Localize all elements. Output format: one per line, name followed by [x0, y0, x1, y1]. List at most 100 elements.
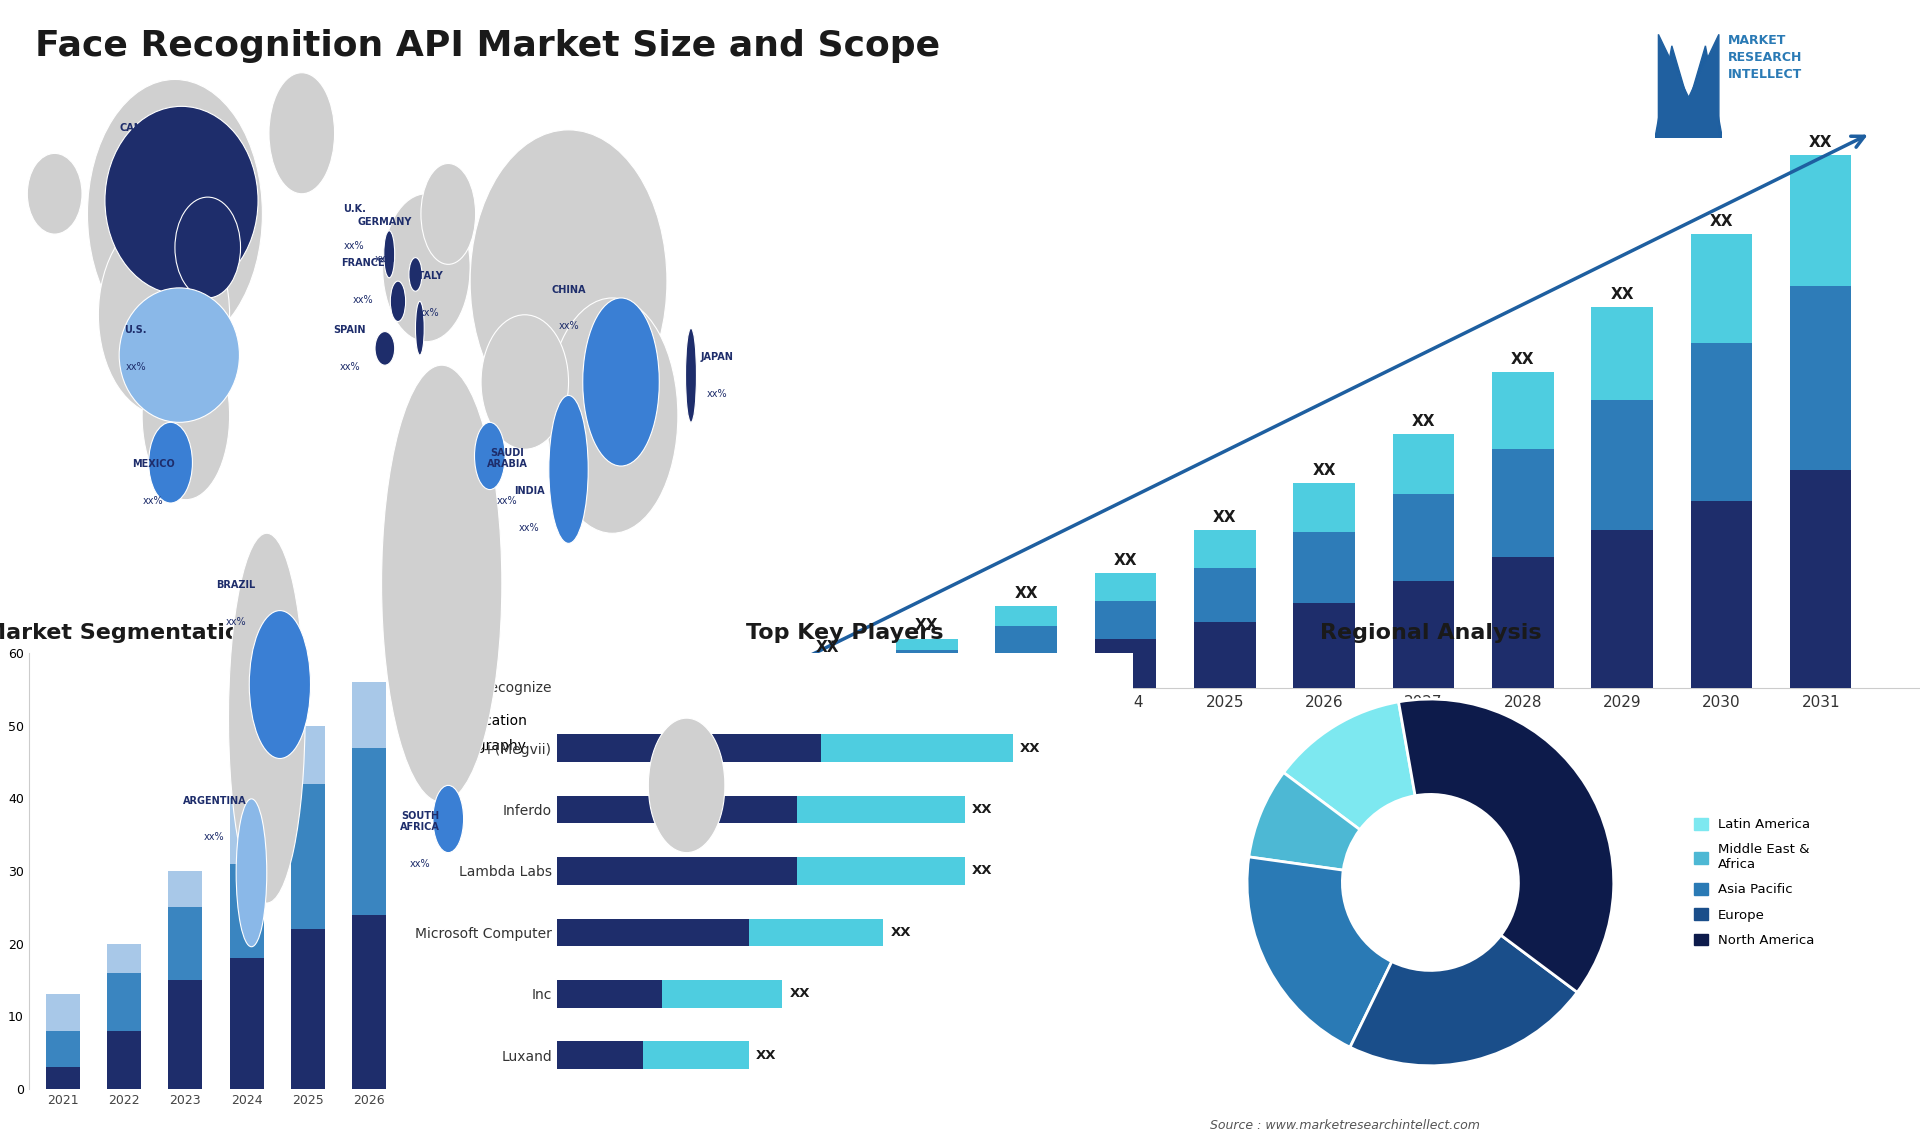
- Text: xx%: xx%: [353, 295, 372, 305]
- Bar: [292, 784, 324, 929]
- Text: XX: XX: [816, 639, 839, 656]
- Title: Regional Analysis: Regional Analysis: [1319, 623, 1542, 643]
- Bar: [749, 919, 883, 947]
- Text: XX: XX: [1213, 510, 1236, 525]
- Ellipse shape: [382, 366, 501, 802]
- Text: XX: XX: [1411, 414, 1434, 429]
- Wedge shape: [1284, 701, 1415, 830]
- Text: MEXICO: MEXICO: [132, 460, 175, 470]
- Ellipse shape: [175, 197, 240, 298]
- Text: xx%: xx%: [497, 496, 518, 507]
- Text: GERMANY: GERMANY: [357, 218, 413, 227]
- Bar: [822, 735, 1014, 762]
- Ellipse shape: [119, 288, 240, 423]
- Text: XX: XX: [916, 618, 939, 634]
- Bar: [1789, 285, 1851, 470]
- Bar: [1592, 529, 1653, 688]
- Bar: [230, 799, 263, 864]
- Text: XX: XX: [1313, 463, 1336, 478]
- Bar: [1392, 434, 1453, 494]
- Text: SOUTH
AFRICA: SOUTH AFRICA: [399, 811, 440, 832]
- Bar: [797, 675, 858, 688]
- Text: ITALY: ITALY: [415, 272, 444, 281]
- Bar: [108, 973, 140, 1030]
- Text: xx%: xx%: [204, 832, 225, 842]
- Bar: [1094, 638, 1156, 688]
- Bar: [1294, 532, 1356, 603]
- Bar: [1294, 603, 1356, 688]
- Bar: [1789, 155, 1851, 285]
- Text: CHINA: CHINA: [551, 284, 586, 295]
- Bar: [1692, 235, 1753, 343]
- Bar: [1392, 494, 1453, 581]
- Ellipse shape: [415, 301, 424, 355]
- Ellipse shape: [228, 533, 305, 903]
- Bar: [353, 682, 386, 747]
- Bar: [797, 795, 964, 823]
- Ellipse shape: [27, 154, 83, 234]
- Wedge shape: [1248, 772, 1359, 870]
- Bar: [1194, 568, 1256, 622]
- Ellipse shape: [649, 719, 726, 853]
- Ellipse shape: [236, 799, 267, 947]
- Legend: Type, Application, Geography: Type, Application, Geography: [419, 682, 534, 760]
- Bar: [897, 638, 958, 650]
- Bar: [169, 908, 202, 980]
- Bar: [557, 980, 662, 1007]
- Ellipse shape: [584, 298, 659, 466]
- Bar: [1094, 601, 1156, 638]
- Text: xx%: xx%: [125, 362, 146, 371]
- Ellipse shape: [98, 214, 230, 416]
- Text: XX: XX: [891, 926, 910, 939]
- Text: xx%: xx%: [227, 618, 246, 627]
- Bar: [643, 1042, 749, 1069]
- Text: SAUDI
ARABIA: SAUDI ARABIA: [488, 448, 528, 470]
- Polygon shape: [1659, 34, 1718, 138]
- Text: U.K.: U.K.: [344, 204, 365, 214]
- Bar: [662, 980, 783, 1007]
- Bar: [557, 919, 749, 947]
- Bar: [46, 995, 79, 1030]
- Bar: [557, 857, 797, 885]
- Wedge shape: [1398, 699, 1613, 992]
- Bar: [557, 1042, 643, 1069]
- Ellipse shape: [88, 79, 263, 348]
- Text: JAPAN: JAPAN: [701, 352, 733, 362]
- Text: CANADA: CANADA: [119, 124, 165, 133]
- Text: XX: XX: [1511, 352, 1534, 367]
- Title: Top Key Players: Top Key Players: [747, 623, 943, 643]
- Bar: [1094, 573, 1156, 601]
- Text: xx%: xx%: [142, 496, 163, 507]
- Text: XX: XX: [1014, 586, 1039, 601]
- Ellipse shape: [482, 315, 568, 449]
- Ellipse shape: [474, 423, 505, 489]
- Text: SPAIN: SPAIN: [334, 325, 367, 335]
- Bar: [46, 1067, 79, 1089]
- Text: xx%: xx%: [518, 524, 540, 533]
- Bar: [46, 1030, 79, 1067]
- Bar: [230, 958, 263, 1089]
- Ellipse shape: [432, 785, 463, 853]
- Bar: [108, 943, 140, 973]
- Ellipse shape: [142, 331, 230, 500]
- Bar: [1592, 400, 1653, 529]
- Bar: [1492, 372, 1553, 448]
- Bar: [797, 857, 964, 885]
- Bar: [1592, 307, 1653, 400]
- Bar: [169, 871, 202, 908]
- Bar: [292, 725, 324, 784]
- Text: xx%: xx%: [374, 254, 396, 265]
- Polygon shape: [1655, 46, 1722, 138]
- Text: INDIA: INDIA: [515, 486, 545, 496]
- Ellipse shape: [106, 107, 257, 295]
- Text: xx%: xx%: [344, 241, 365, 251]
- Text: Face Recognition API Market Size and Scope: Face Recognition API Market Size and Sco…: [35, 29, 939, 63]
- Legend: Latin America, Middle East &
Africa, Asia Pacific, Europe, North America: Latin America, Middle East & Africa, Asi…: [1690, 813, 1820, 952]
- Text: xx%: xx%: [707, 388, 728, 399]
- Bar: [1692, 501, 1753, 688]
- Text: XX: XX: [972, 864, 993, 878]
- Text: BRAZIL: BRAZIL: [217, 580, 255, 590]
- Bar: [797, 660, 858, 666]
- Bar: [1492, 448, 1553, 557]
- Text: XX: XX: [789, 987, 810, 1000]
